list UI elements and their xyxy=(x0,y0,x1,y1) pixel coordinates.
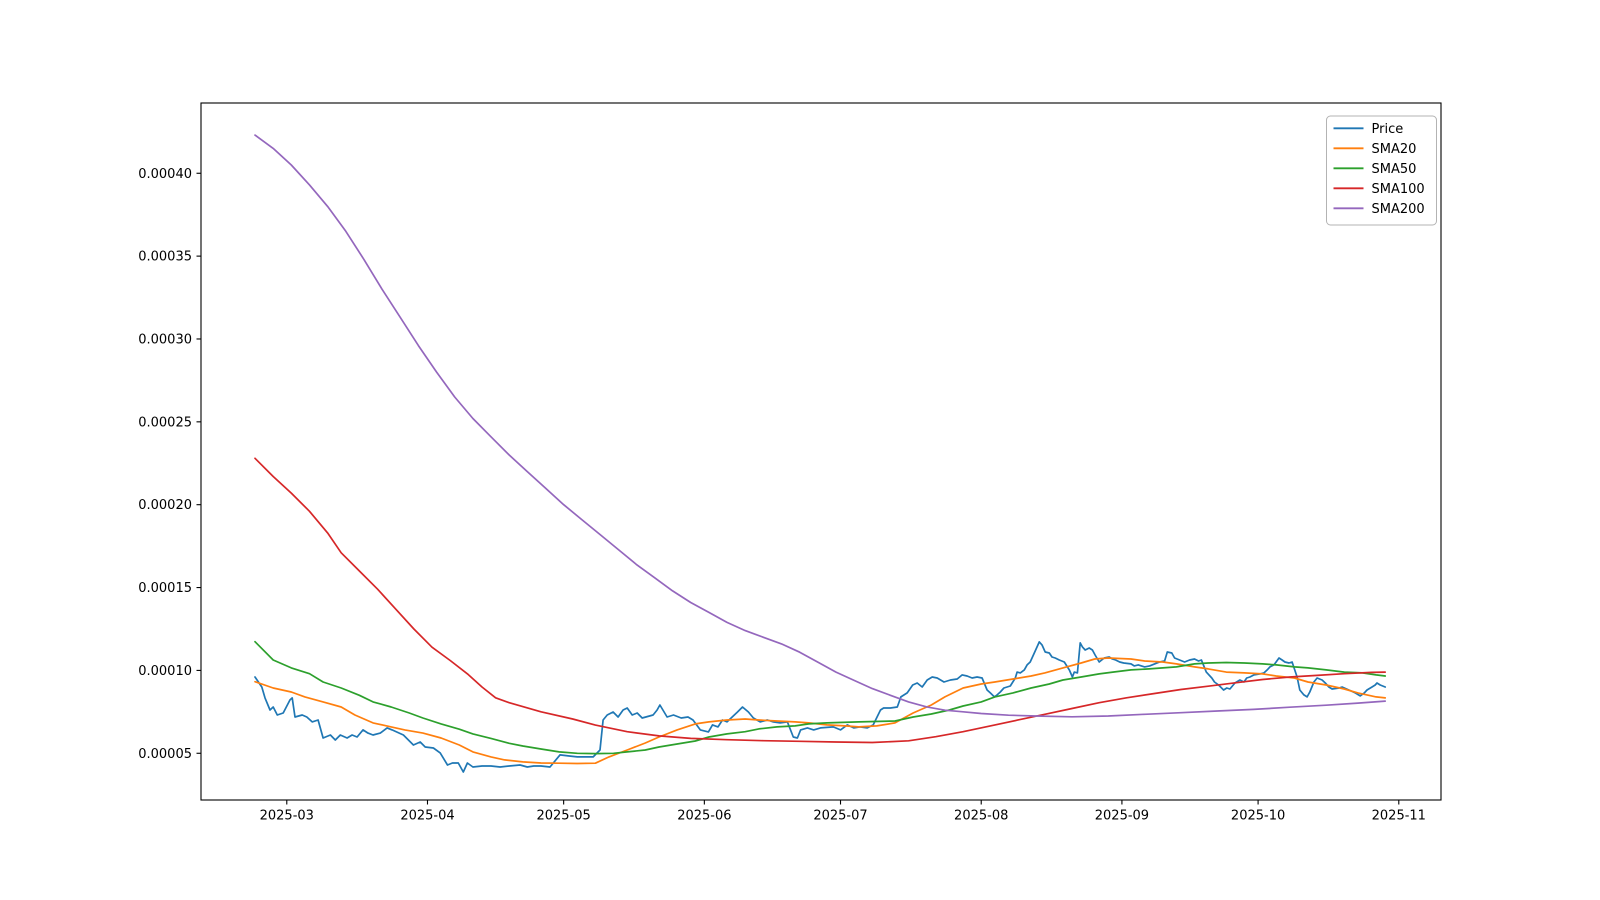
legend-label: SMA50 xyxy=(1372,162,1417,177)
x-tick-label: 2025-09 xyxy=(1095,809,1149,824)
legend-label: SMA200 xyxy=(1372,202,1425,217)
series-line-sma20 xyxy=(254,657,1387,765)
y-tick-label: 0.00025 xyxy=(138,415,192,430)
x-axis: 2025-03 2025-04 2025-05 2025-06 2025-07 2025-… xyxy=(260,800,1426,824)
x-tick-label: 2025-06 xyxy=(677,809,731,824)
series-lines xyxy=(254,134,1387,773)
x-tick-label: 2025-05 xyxy=(536,809,590,824)
x-tick-label: 2025-04 xyxy=(400,809,454,824)
y-tick-label: 0.00010 xyxy=(138,664,192,679)
x-tick-label: 2025-08 xyxy=(954,809,1008,824)
y-tick-label: 0.00005 xyxy=(138,747,192,762)
y-tick-label: 0.00015 xyxy=(138,581,192,596)
legend-entry-price: Price xyxy=(1333,122,1404,137)
y-tick-label: 0.00020 xyxy=(138,498,192,513)
series-line-sma200 xyxy=(254,134,1387,718)
legend-label: Price xyxy=(1372,122,1404,137)
legend-entry-sma200: SMA200 xyxy=(1333,202,1425,217)
legend: Price SMA20 SMA50 SMA100 SMA200 xyxy=(1326,115,1437,226)
x-tick-label: 2025-10 xyxy=(1231,809,1285,824)
plot-border xyxy=(200,102,1442,801)
legend-label: SMA20 xyxy=(1372,142,1417,157)
legend-entry-sma20: SMA20 xyxy=(1333,142,1417,157)
y-tick-label: 0.00035 xyxy=(138,250,192,265)
series-line-price xyxy=(254,641,1387,773)
y-tick-label: 0.00030 xyxy=(138,332,192,347)
y-axis: 0.00005 0.00010 0.00015 0.00020 0.00025 0.000… xyxy=(138,167,201,762)
series-line-sma50 xyxy=(254,640,1387,755)
y-tick-label: 0.00040 xyxy=(138,167,192,182)
legend-label: SMA100 xyxy=(1372,182,1425,197)
legend-box xyxy=(1326,115,1437,226)
legend-entry-sma100: SMA100 xyxy=(1333,182,1425,197)
x-tick-label: 2025-11 xyxy=(1372,809,1426,824)
series-line-sma100 xyxy=(254,457,1387,744)
x-tick-label: 2025-03 xyxy=(260,809,314,824)
x-tick-label: 2025-07 xyxy=(813,809,867,824)
legend-entry-sma50: SMA50 xyxy=(1333,162,1417,177)
